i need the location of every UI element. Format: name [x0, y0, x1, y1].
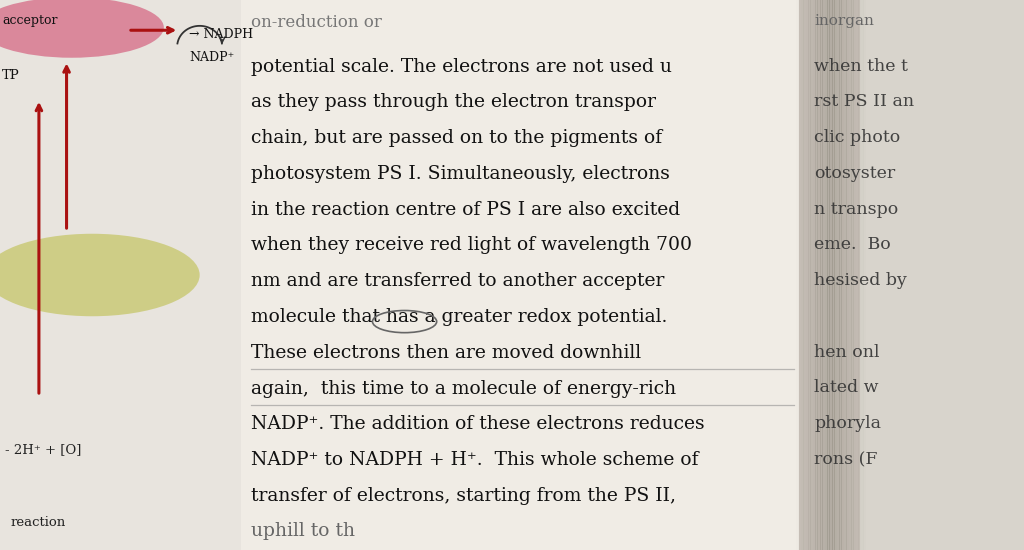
Bar — [810, 0, 813, 550]
Ellipse shape — [0, 234, 200, 316]
Text: clic photo: clic photo — [814, 129, 900, 146]
Bar — [842, 0, 845, 550]
Text: - 2H⁺ + [O]: - 2H⁺ + [O] — [5, 443, 82, 456]
Text: when they receive red light of wavelength 700: when they receive red light of wavelengt… — [251, 236, 692, 255]
Text: as they pass through the electron transpor: as they pass through the electron transp… — [251, 94, 656, 112]
Bar — [815, 0, 818, 550]
Text: reaction: reaction — [10, 516, 66, 529]
Bar — [794, 0, 797, 550]
Text: photosystem PS I. Simultaneously, electrons: photosystem PS I. Simultaneously, electr… — [251, 165, 670, 183]
Text: uphill to th: uphill to th — [251, 522, 355, 541]
Bar — [803, 0, 806, 550]
Bar — [799, 0, 802, 550]
Text: acceptor: acceptor — [2, 14, 57, 27]
Bar — [839, 0, 842, 550]
Bar — [806, 0, 809, 550]
Bar — [820, 0, 823, 550]
Bar — [241, 0, 799, 550]
Bar — [824, 0, 827, 550]
Text: lated w: lated w — [814, 379, 879, 397]
Text: eme.  Bo: eme. Bo — [814, 236, 891, 254]
Text: NADP⁺. The addition of these electrons reduces: NADP⁺. The addition of these electrons r… — [251, 415, 705, 433]
Text: NADP⁺ to NADPH + H⁺.  This whole scheme of: NADP⁺ to NADPH + H⁺. This whole scheme o… — [251, 451, 698, 469]
Bar — [822, 0, 825, 550]
Text: on-reduction or: on-reduction or — [251, 14, 382, 31]
Bar — [853, 0, 856, 550]
Bar — [860, 0, 863, 550]
Text: rons (F: rons (F — [814, 451, 878, 468]
Text: again,  this time to a molecule of energy-rich: again, this time to a molecule of energy… — [251, 379, 676, 398]
Text: otosyster: otosyster — [814, 165, 895, 182]
Bar — [835, 0, 838, 550]
Text: potential scale. The electrons are not used u: potential scale. The electrons are not u… — [251, 58, 672, 76]
Bar — [808, 0, 811, 550]
Bar — [846, 0, 849, 550]
Bar — [796, 0, 799, 550]
Text: inorgan: inorgan — [814, 14, 873, 28]
Bar — [829, 0, 833, 550]
Text: rst PS II an: rst PS II an — [814, 94, 914, 111]
Text: chain, but are passed on to the pigments of: chain, but are passed on to the pigments… — [251, 129, 662, 147]
Bar — [813, 0, 816, 550]
Text: → NADPH: → NADPH — [189, 28, 254, 41]
Bar — [844, 0, 847, 550]
Bar — [849, 0, 852, 550]
Text: molecule that has a greater redox potential.: molecule that has a greater redox potent… — [251, 308, 668, 326]
Bar — [860, 0, 1024, 550]
Bar — [831, 0, 835, 550]
Bar — [0, 0, 241, 550]
Text: These electrons then are moved downhill: These electrons then are moved downhill — [251, 344, 641, 362]
Bar — [827, 0, 830, 550]
Text: hesised by: hesised by — [814, 272, 907, 289]
Text: NADP⁺: NADP⁺ — [189, 51, 234, 64]
Bar — [817, 0, 820, 550]
Text: when the t: when the t — [814, 58, 908, 75]
Bar — [863, 0, 866, 550]
Ellipse shape — [0, 0, 164, 58]
Bar — [851, 0, 854, 550]
Text: in the reaction centre of PS I are also excited: in the reaction centre of PS I are also … — [251, 201, 680, 219]
Text: nm and are transferred to another accepter: nm and are transferred to another accept… — [251, 272, 665, 290]
Text: n transpo: n transpo — [814, 201, 898, 218]
Text: transfer of electrons, starting from the PS II,: transfer of electrons, starting from the… — [251, 487, 676, 505]
Text: hen onl: hen onl — [814, 344, 880, 361]
Bar — [837, 0, 840, 550]
Bar — [856, 0, 859, 550]
Text: phoryla: phoryla — [814, 415, 881, 432]
Bar — [801, 0, 804, 550]
Text: TP: TP — [2, 69, 19, 82]
Bar — [858, 0, 861, 550]
Bar — [799, 0, 1024, 550]
